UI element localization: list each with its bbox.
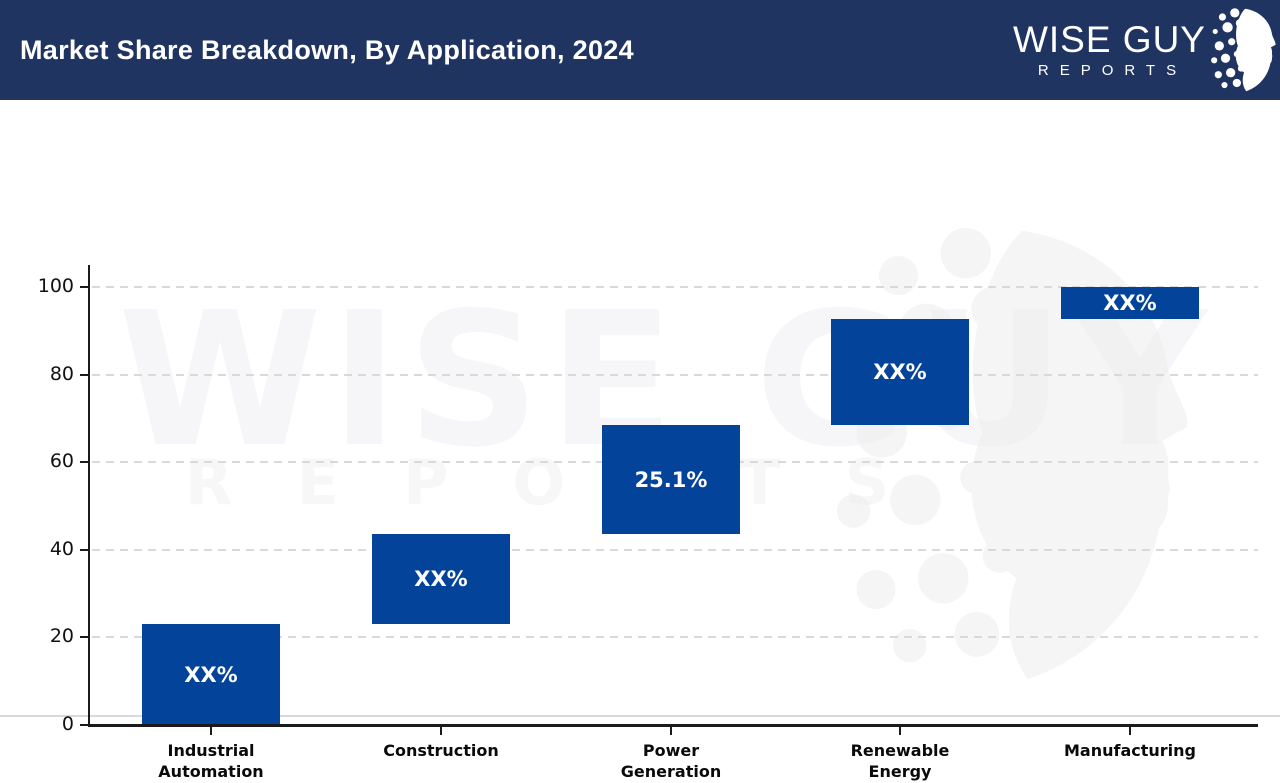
gridline-40 [92,548,1258,551]
y-axis-line [88,265,90,727]
x-tick-mark [210,727,212,735]
x-tick-mark [899,727,901,735]
page-title: Market Share Breakdown, By Application, … [20,34,634,65]
x-category-label-construction: Construction [383,741,499,760]
x-tick-mark [1129,727,1131,735]
wiseguy-head-icon [1211,8,1276,92]
x-category-label-industrial-automation: Industrial Automation [158,741,264,781]
y-tick-label: 80 [49,362,74,385]
x-category-label-manufacturing: Manufacturing [1064,741,1196,760]
bar-value-label-power-generation: 25.1% [634,467,708,492]
y-tick-mark [80,461,88,464]
y-tick-mark [80,548,88,551]
bar-value-label-industrial-automation: XX% [184,662,238,687]
y-tick-label: 0 [61,713,74,735]
header-bar: Market Share Breakdown, By Application, … [0,0,1280,100]
x-tick-mark [670,727,672,735]
bar-power-generation: 25.1% [602,424,740,535]
y-tick-label: 60 [49,450,74,473]
y-tick-label: 20 [49,625,74,648]
chart-plot-area: 0 20 40 60 80 100 XX% Industrial Automation XX% C… [0,100,1280,781]
gridline-100 [92,286,1258,288]
bar-construction: XX% [372,534,510,625]
wiseguy-logo: WISE GUY REPORTS [1013,21,1206,79]
bar-value-label-manufacturing: XX% [1103,290,1157,315]
x-category-label-renewable-energy: Renewable Energy [850,741,950,781]
x-tick-mark [440,727,442,735]
y-tick-mark [80,373,88,376]
bar-renewable-energy: XX% [831,318,969,425]
y-tick-mark [80,636,88,639]
y-tick-label: 100 [37,275,74,297]
gridline-80 [92,373,1258,376]
bar-manufacturing: XX% [1061,287,1199,319]
y-tick-mark [80,286,88,288]
logo-subtitle: REPORTS [1037,62,1188,79]
y-tick-mark [80,724,88,726]
x-category-label-power-generation: Power Generation [620,741,722,781]
bottom-divider [0,715,1280,717]
bar-industrial-automation: XX% [142,624,280,725]
x-axis-line [88,724,1258,727]
y-tick-label: 40 [49,537,74,560]
bar-value-label-renewable-energy: XX% [873,359,927,384]
gridline-20 [92,636,1258,639]
bar-value-label-construction: XX% [414,567,468,592]
logo-wordmark: WISE GUY [1012,19,1206,60]
